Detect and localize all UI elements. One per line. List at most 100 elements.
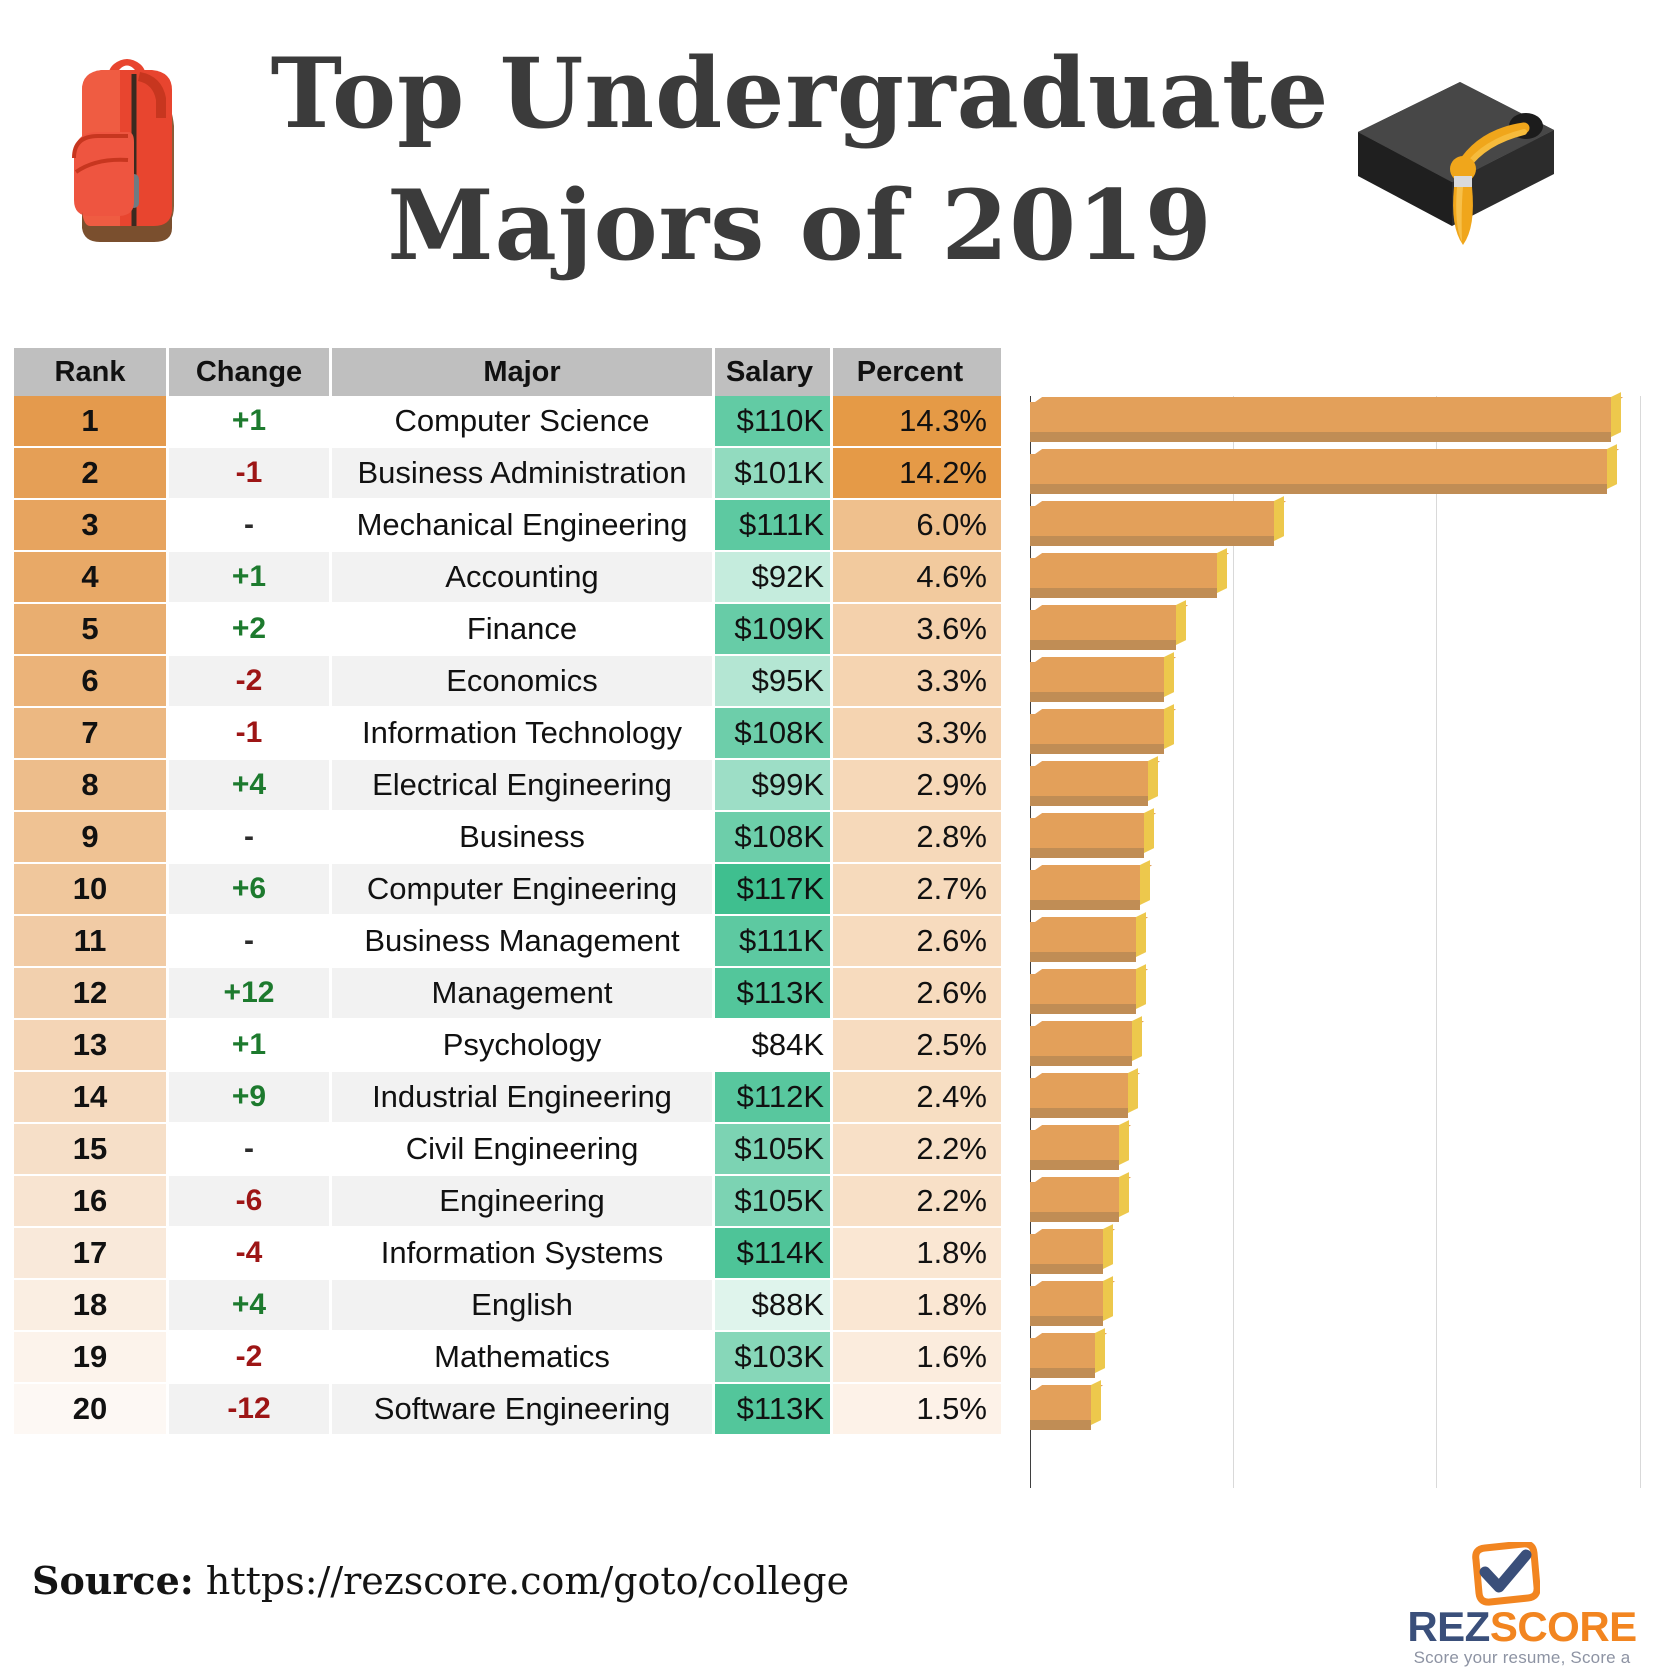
table-row: 19 -2 Mathematics $103K 1.6% <box>14 1332 1022 1384</box>
checkmark-in-square-icon <box>1468 1540 1541 1608</box>
cell-percent: 3.3% <box>833 656 1001 706</box>
chart-bar <box>1030 1380 1104 1436</box>
column-header-change: Change <box>169 348 329 396</box>
cell-salary: $105K <box>715 1124 830 1174</box>
cell-percent: 2.8% <box>833 812 1001 862</box>
cell-percent: 2.2% <box>833 1176 1001 1226</box>
cell-major: Business <box>332 812 712 862</box>
cell-rank: 11 <box>14 916 166 966</box>
source-url[interactable]: https://rezscore.com/goto/college <box>205 1559 850 1603</box>
cell-percent: 1.8% <box>833 1280 1001 1330</box>
logo-tagline: Score your resume, Score a Job <box>1413 1648 1631 1667</box>
table-row: 7 -1 Information Technology $108K 3.3% <box>14 708 1022 760</box>
chart-bar <box>1030 1016 1144 1072</box>
cell-major: Business Management <box>332 916 712 966</box>
cell-salary: $103K <box>715 1332 830 1382</box>
chart-bar <box>1030 444 1620 500</box>
cell-salary: $113K <box>715 968 830 1018</box>
title-line-2: Majors of 2019 <box>387 169 1213 283</box>
header: Top Undergraduate Majors of 2019 <box>0 0 1668 330</box>
logo-word-score: SCORE <box>1489 1603 1637 1650</box>
cell-major: English <box>332 1280 712 1330</box>
graduation-cap-icon <box>1348 70 1563 260</box>
cell-change: +6 <box>169 864 329 914</box>
cell-percent: 2.6% <box>833 968 1001 1018</box>
cell-major: Computer Engineering <box>332 864 712 914</box>
cell-change: -4 <box>169 1228 329 1278</box>
cell-change: +4 <box>169 760 329 810</box>
cell-percent: 14.3% <box>833 396 1001 446</box>
rezscore-logo[interactable]: REZSCORE Score your resume, Score a Job <box>1398 1540 1646 1667</box>
table-row: 10 +6 Computer Engineering $117K 2.7% <box>14 864 1022 916</box>
chart-bar <box>1030 1276 1116 1332</box>
chart-gridline <box>1233 396 1235 1488</box>
table-row: 16 -6 Engineering $105K 2.2% <box>14 1176 1022 1228</box>
cell-major: Software Engineering <box>332 1384 712 1434</box>
chart-bar <box>1030 964 1148 1020</box>
chart-bar <box>1030 496 1287 552</box>
cell-change: -1 <box>169 448 329 498</box>
backpack-icon <box>52 48 202 253</box>
cell-rank: 6 <box>14 656 166 706</box>
table-row: 1 +1 Computer Science $110K 14.3% <box>14 396 1022 448</box>
page-title: Top Undergraduate Majors of 2019 <box>250 28 1350 293</box>
cell-rank: 13 <box>14 1020 166 1070</box>
cell-percent: 3.3% <box>833 708 1001 758</box>
cell-change: +4 <box>169 1280 329 1330</box>
cell-rank: 17 <box>14 1228 166 1278</box>
cell-change: - <box>169 500 329 550</box>
chart-bar <box>1030 1224 1116 1280</box>
table-row: 18 +4 English $88K 1.8% <box>14 1280 1022 1332</box>
cell-rank: 7 <box>14 708 166 758</box>
cell-major: Finance <box>332 604 712 654</box>
cell-rank: 4 <box>14 552 166 602</box>
chart-bar <box>1030 392 1624 448</box>
column-header-salary: Salary <box>715 348 830 396</box>
cell-salary: $92K <box>715 552 830 602</box>
cell-percent: 3.6% <box>833 604 1001 654</box>
cell-change: +12 <box>169 968 329 1018</box>
cell-percent: 1.5% <box>833 1384 1001 1434</box>
cell-rank: 2 <box>14 448 166 498</box>
cell-change: -1 <box>169 708 329 758</box>
cell-major: Civil Engineering <box>332 1124 712 1174</box>
cell-change: -6 <box>169 1176 329 1226</box>
column-header-major: Major <box>332 348 712 396</box>
cell-major: Mechanical Engineering <box>332 500 712 550</box>
source-label: Source: <box>32 1558 194 1603</box>
cell-change: -2 <box>169 1332 329 1382</box>
cell-percent: 1.6% <box>833 1332 1001 1382</box>
table-row: 13 +1 Psychology $84K 2.5% <box>14 1020 1022 1072</box>
cell-rank: 16 <box>14 1176 166 1226</box>
cell-major: Economics <box>332 656 712 706</box>
cell-salary: $101K <box>715 448 830 498</box>
cell-rank: 9 <box>14 812 166 862</box>
column-header-percent: Percent <box>833 348 1001 396</box>
cell-rank: 20 <box>14 1384 166 1434</box>
cell-salary: $95K <box>715 656 830 706</box>
cell-major: Computer Science <box>332 396 712 446</box>
cell-salary: $111K <box>715 500 830 550</box>
majors-table: Rank Change Major Salary Percent 1 +1 Comp… <box>14 348 1022 1436</box>
cell-major: Psychology <box>332 1020 712 1070</box>
table-row: 4 +1 Accounting $92K 4.6% <box>14 552 1022 604</box>
cell-salary: $114K <box>715 1228 830 1278</box>
table-header-row: Rank Change Major Salary Percent <box>14 348 1022 396</box>
table-row: 15- Civil Engineering $105K 2.2% <box>14 1124 1022 1176</box>
cell-change: +1 <box>169 396 329 446</box>
chart-gridline <box>1639 396 1641 1488</box>
percent-bar-chart <box>1022 392 1668 1488</box>
cell-major: Engineering <box>332 1176 712 1226</box>
cell-percent: 4.6% <box>833 552 1001 602</box>
cell-change: +1 <box>169 552 329 602</box>
table-row: 9- Business $108K 2.8% <box>14 812 1022 864</box>
cell-major: Information Systems <box>332 1228 712 1278</box>
cell-salary: $108K <box>715 812 830 862</box>
cell-salary: $109K <box>715 604 830 654</box>
chart-bar <box>1030 756 1161 812</box>
cell-salary: $105K <box>715 1176 830 1226</box>
chart-bar <box>1030 860 1152 916</box>
chart-bar <box>1030 1068 1140 1124</box>
cell-major: Management <box>332 968 712 1018</box>
